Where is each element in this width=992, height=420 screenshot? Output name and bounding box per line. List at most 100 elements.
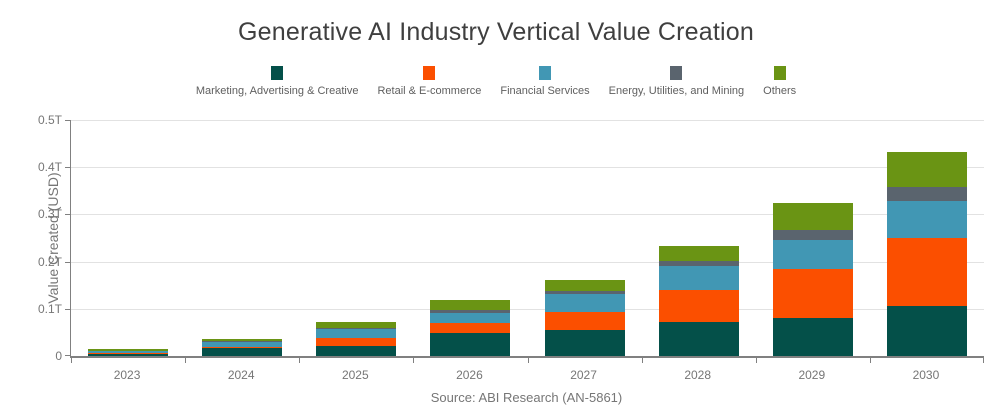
x-axis-tick	[869, 358, 871, 363]
bar-2024-segment-4[interactable]	[202, 341, 283, 343]
plot-area	[65, 120, 984, 363]
bar-2028-segment-4[interactable]	[658, 260, 739, 266]
y-axis-tick	[65, 120, 70, 121]
y-axis-label: 0	[55, 349, 62, 363]
bar-2027	[544, 279, 625, 356]
bar-2023-segment-5[interactable]	[88, 349, 169, 351]
bar-2025	[316, 321, 397, 356]
bar-2027-segment-3[interactable]	[544, 294, 625, 312]
bar-2030-segment-4[interactable]	[886, 186, 967, 201]
legend-swatch	[670, 66, 683, 80]
bar-2026	[430, 299, 511, 356]
bar-2023-segment-3[interactable]	[88, 351, 169, 353]
bar-2029-segment-1[interactable]	[772, 317, 853, 356]
legend-swatch	[539, 66, 551, 80]
y-axis-tick	[65, 355, 70, 356]
legend-label: Financial Services	[500, 85, 590, 97]
bar-2023	[88, 349, 169, 356]
y-axis-label: 0.4T	[37, 160, 62, 175]
x-axis-tick	[413, 358, 415, 363]
bar-2026-segment-5[interactable]	[430, 299, 511, 310]
bar-2024-segment-3[interactable]	[202, 342, 283, 347]
legend: Marketing, Advertising & Creative Retail …	[0, 66, 992, 97]
x-axis-label: 2028	[684, 368, 712, 382]
legend-label: Retail & E-commerce	[377, 85, 482, 97]
y-axis-label: 0.2T	[37, 254, 62, 269]
y-axis-label: 0.1T	[37, 301, 62, 316]
gridline	[71, 261, 984, 263]
gridline	[71, 214, 984, 216]
bar-2030-segment-3[interactable]	[886, 200, 967, 238]
bar-2030	[886, 151, 967, 356]
bar-2027-segment-5[interactable]	[544, 279, 625, 292]
bar-2026-segment-3[interactable]	[430, 312, 511, 324]
bar-2028-segment-1[interactable]	[658, 321, 739, 356]
legend-item-1[interactable]: Marketing, Advertising & Creative	[195, 66, 359, 97]
bar-2026-segment-1[interactable]	[430, 333, 511, 356]
bar-2023-segment-2[interactable]	[88, 352, 169, 354]
x-axis-label: 2025	[341, 368, 369, 382]
x-axis-label: 2030	[912, 368, 940, 382]
bar-2028-segment-3[interactable]	[658, 265, 739, 291]
bar-2029-segment-3[interactable]	[772, 240, 853, 270]
x-axis-label: 2029	[798, 368, 826, 382]
bar-2029-segment-2[interactable]	[772, 269, 853, 318]
legend-label: Marketing, Advertising & Creative	[195, 85, 359, 97]
bar-2029-segment-5[interactable]	[772, 202, 853, 230]
y-axis-tick	[65, 308, 70, 310]
bar-2027-segment-2[interactable]	[544, 311, 625, 331]
bar-2024	[202, 338, 283, 356]
x-axis-tick	[299, 358, 301, 363]
bar-2025-segment-3[interactable]	[316, 329, 397, 339]
bar-2024-segment-1[interactable]	[202, 348, 283, 356]
y-axis-label: 0.3T	[37, 207, 62, 222]
x-axis-label: 2027	[570, 368, 597, 382]
bar-2026-segment-2[interactable]	[430, 323, 511, 334]
bar-2028	[658, 246, 739, 356]
bar-2025-segment-1[interactable]	[316, 345, 397, 356]
chart-title: Generative AI Industry Vertical Value Cr…	[238, 18, 754, 46]
x-axis-tick	[983, 358, 984, 363]
gridline	[71, 308, 984, 310]
bar-2030-segment-2[interactable]	[886, 237, 967, 306]
bar-2029	[772, 202, 853, 356]
x-axis-label: 2023	[113, 368, 141, 382]
bar-2030-segment-1[interactable]	[886, 305, 967, 356]
gridline	[71, 120, 984, 121]
bar-2027-segment-4[interactable]	[544, 291, 625, 295]
x-axis-label: 2024	[227, 368, 255, 382]
bar-2027-segment-1[interactable]	[544, 330, 625, 356]
x-axis-label: 2026	[456, 368, 483, 382]
bar-2024-segment-2[interactable]	[202, 346, 283, 349]
bar-2026-segment-4[interactable]	[430, 309, 511, 313]
x-axis-tick	[527, 358, 529, 363]
legend-swatch	[271, 66, 284, 80]
bar-2024-segment-5[interactable]	[202, 338, 283, 342]
legend-label: Others	[763, 85, 797, 97]
legend-item-3[interactable]: Financial Services	[500, 66, 590, 97]
y-axis-label: 0.5T	[37, 113, 62, 127]
bar-2025-segment-5[interactable]	[316, 321, 397, 328]
x-axis-tick	[185, 358, 187, 363]
bar-2025-segment-2[interactable]	[316, 338, 397, 346]
legend-item-5[interactable]: Others	[763, 66, 796, 97]
bar-2028-segment-5[interactable]	[658, 246, 739, 261]
gridline	[71, 167, 984, 169]
x-axis-tick	[755, 358, 757, 363]
legend-item-2[interactable]: Retail & E-commerce	[377, 66, 481, 97]
x-axis-tick	[71, 358, 72, 363]
bar-2028-segment-2[interactable]	[658, 290, 739, 322]
bar-2030-segment-5[interactable]	[886, 151, 967, 187]
x-axis-tick	[641, 358, 643, 363]
legend-swatch	[423, 66, 436, 80]
legend-swatch	[773, 66, 786, 80]
bar-2023-segment-1[interactable]	[88, 353, 169, 356]
legend-item-4[interactable]: Energy, Utilities, and Mining	[608, 66, 745, 97]
bar-2025-segment-4[interactable]	[316, 327, 397, 330]
source-note: Source: ABI Research (AN-5861)	[430, 390, 623, 405]
y-axis-tick	[65, 261, 70, 263]
y-axis-tick	[65, 214, 70, 216]
bar-2029-segment-4[interactable]	[772, 229, 853, 241]
legend-label: Energy, Utilities, and Mining	[608, 85, 745, 97]
